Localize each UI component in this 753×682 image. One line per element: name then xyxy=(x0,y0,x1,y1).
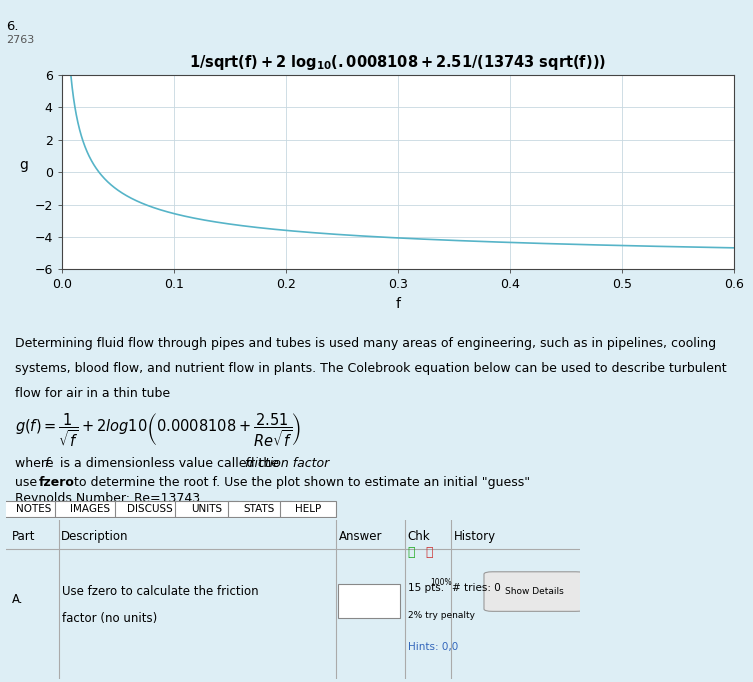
Text: DISCUSS: DISCUSS xyxy=(127,504,173,514)
Text: History: History xyxy=(453,530,495,543)
Text: use: use xyxy=(15,476,41,490)
Text: STATS: STATS xyxy=(243,504,275,514)
Text: IMAGES: IMAGES xyxy=(70,504,110,514)
Text: 100%: 100% xyxy=(431,578,453,587)
Text: 👍: 👍 xyxy=(407,546,415,559)
X-axis label: f: f xyxy=(395,297,401,311)
Text: 6.: 6. xyxy=(6,20,19,33)
Text: factor (no units): factor (no units) xyxy=(62,612,157,625)
Text: HELP: HELP xyxy=(295,504,321,514)
Text: $g(f) = \dfrac{1}{\sqrt{f}} + 2log10\left(0.0008108 + \dfrac{2.51}{Re\sqrt{f}}\r: $g(f) = \dfrac{1}{\sqrt{f}} + 2log10\lef… xyxy=(15,411,301,449)
Text: Hints: 0,0: Hints: 0,0 xyxy=(407,642,458,652)
Text: A.: A. xyxy=(12,593,23,606)
Text: friction factor: friction factor xyxy=(245,457,329,470)
FancyBboxPatch shape xyxy=(175,501,238,517)
Text: f: f xyxy=(44,457,49,470)
Text: systems, blood flow, and nutrient flow in plants. The Colebrook equation below c: systems, blood flow, and nutrient flow i… xyxy=(15,362,727,375)
Text: to determine the root f. Use the plot shown to estimate an initial "guess": to determine the root f. Use the plot sh… xyxy=(71,476,531,490)
FancyBboxPatch shape xyxy=(2,501,66,517)
FancyBboxPatch shape xyxy=(337,584,400,619)
Text: Chk: Chk xyxy=(407,530,430,543)
Text: Use fzero to calculate the friction: Use fzero to calculate the friction xyxy=(62,585,258,598)
Text: Reynolds Number: Re=13743: Reynolds Number: Re=13743 xyxy=(15,492,200,505)
FancyBboxPatch shape xyxy=(484,572,584,611)
Y-axis label: g: g xyxy=(19,158,28,172)
Text: fzero: fzero xyxy=(38,476,75,490)
Text: where: where xyxy=(15,457,57,470)
Text: Determining fluid flow through pipes and tubes is used many areas of engineering: Determining fluid flow through pipes and… xyxy=(15,338,716,351)
FancyBboxPatch shape xyxy=(227,501,291,517)
Title: $\mathbf{1/sqrt(f)+2\ log_{10}(.0008108+2.51/(13743\ sqrt(f)))}$: $\mathbf{1/sqrt(f)+2\ log_{10}(.0008108+… xyxy=(190,53,606,72)
Text: Answer: Answer xyxy=(339,530,383,543)
Text: UNITS: UNITS xyxy=(191,504,222,514)
FancyBboxPatch shape xyxy=(55,501,125,517)
Text: Show Details: Show Details xyxy=(505,587,564,596)
Text: 2% try penalty: 2% try penalty xyxy=(407,611,474,620)
Text: 👎: 👎 xyxy=(425,546,432,559)
Text: flow for air in a thin tube: flow for air in a thin tube xyxy=(15,387,170,400)
Text: # tries: 0: # tries: 0 xyxy=(453,583,501,593)
Text: NOTES: NOTES xyxy=(16,504,51,514)
FancyBboxPatch shape xyxy=(115,501,185,517)
Text: Part: Part xyxy=(12,530,35,543)
FancyBboxPatch shape xyxy=(280,501,336,517)
Text: 2763: 2763 xyxy=(6,35,35,46)
Text: 15 pts.: 15 pts. xyxy=(407,583,444,593)
Text: Description: Description xyxy=(60,530,128,543)
Text: is a dimensionless value called the: is a dimensionless value called the xyxy=(56,457,282,470)
